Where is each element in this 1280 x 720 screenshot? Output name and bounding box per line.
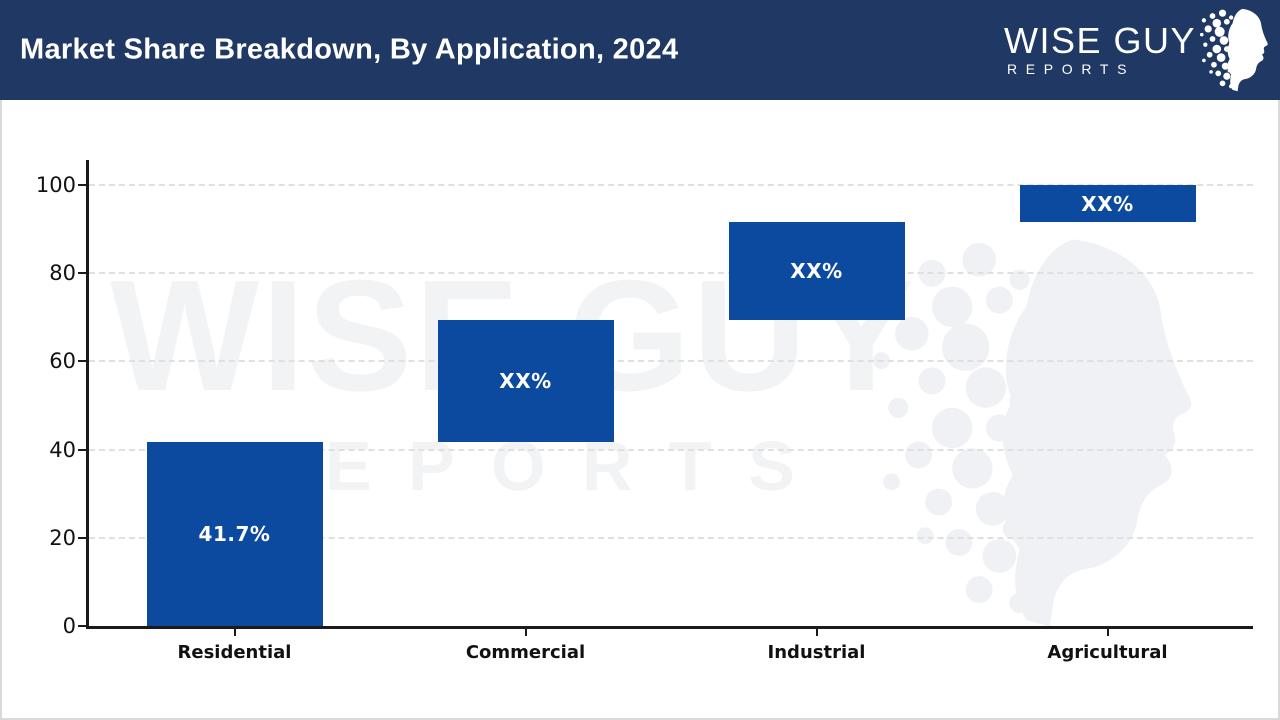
bar-industrial: XX% — [728, 222, 905, 321]
y-axis-spine — [86, 160, 89, 629]
y-axis-tick-label: 100 — [35, 173, 76, 197]
page-title: Market Share Breakdown, By Application, … — [20, 33, 679, 66]
logo-subtext: REPORTS — [1006, 61, 1136, 78]
y-axis-tick — [78, 184, 87, 186]
y-axis-tick — [78, 536, 87, 539]
bar-value-label: XX% — [499, 369, 552, 394]
gridline-40 — [89, 448, 1253, 451]
chart-area: WISE GUY REPORTS 0 20 40 60 80 100 41.7% XX% XX%… — [0, 100, 1280, 720]
x-axis-tick — [815, 628, 818, 636]
y-axis-tick — [78, 272, 87, 275]
x-axis-spine — [86, 626, 1253, 629]
gridline-100 — [89, 184, 1253, 186]
y-axis-tick — [78, 360, 87, 363]
x-axis-label-agricultural: Agricultural — [1047, 642, 1168, 663]
y-axis-tick-label: 60 — [49, 349, 76, 374]
bar-residential: 41.7% — [146, 442, 323, 626]
header: Market Share Breakdown, By Application, … — [0, 0, 1280, 100]
y-axis-tick-label: 80 — [49, 261, 76, 286]
bar-agricultural: XX% — [1019, 185, 1196, 223]
x-axis-label-commercial: Commercial — [465, 642, 586, 663]
bar-value-label: XX% — [1081, 191, 1134, 216]
x-axis-label-industrial: Industrial — [767, 642, 866, 663]
bar-value-label: XX% — [790, 259, 843, 284]
x-axis-tick — [1106, 628, 1109, 636]
y-axis-tick-label: 0 — [62, 614, 76, 638]
y-axis-tick-label: 40 — [49, 437, 76, 462]
x-axis-tick — [233, 628, 236, 636]
y-axis-tick — [78, 448, 87, 451]
logo-text: WISE GUY REPORTS — [1004, 21, 1196, 78]
x-axis-tick — [524, 628, 527, 636]
y-axis-tick-label: 20 — [49, 525, 76, 550]
bar-value-label: 41.7% — [198, 522, 271, 547]
wiseguy-logo: WISE GUY REPORTS — [1004, 6, 1270, 92]
x-axis-label-residential: Residential — [177, 642, 292, 663]
logo-wordmark: WISE GUY — [1003, 19, 1196, 61]
y-axis-tick — [78, 625, 87, 627]
gridline-20 — [89, 536, 1253, 539]
gridline-60 — [89, 360, 1253, 363]
gridline-80 — [89, 272, 1253, 275]
bar-commercial: XX% — [437, 320, 614, 443]
wiseguy-face-icon — [1198, 6, 1270, 92]
waterfall-chart: 0 20 40 60 80 100 41.7% XX% XX% XX% Residential Com… — [0, 100, 1280, 720]
